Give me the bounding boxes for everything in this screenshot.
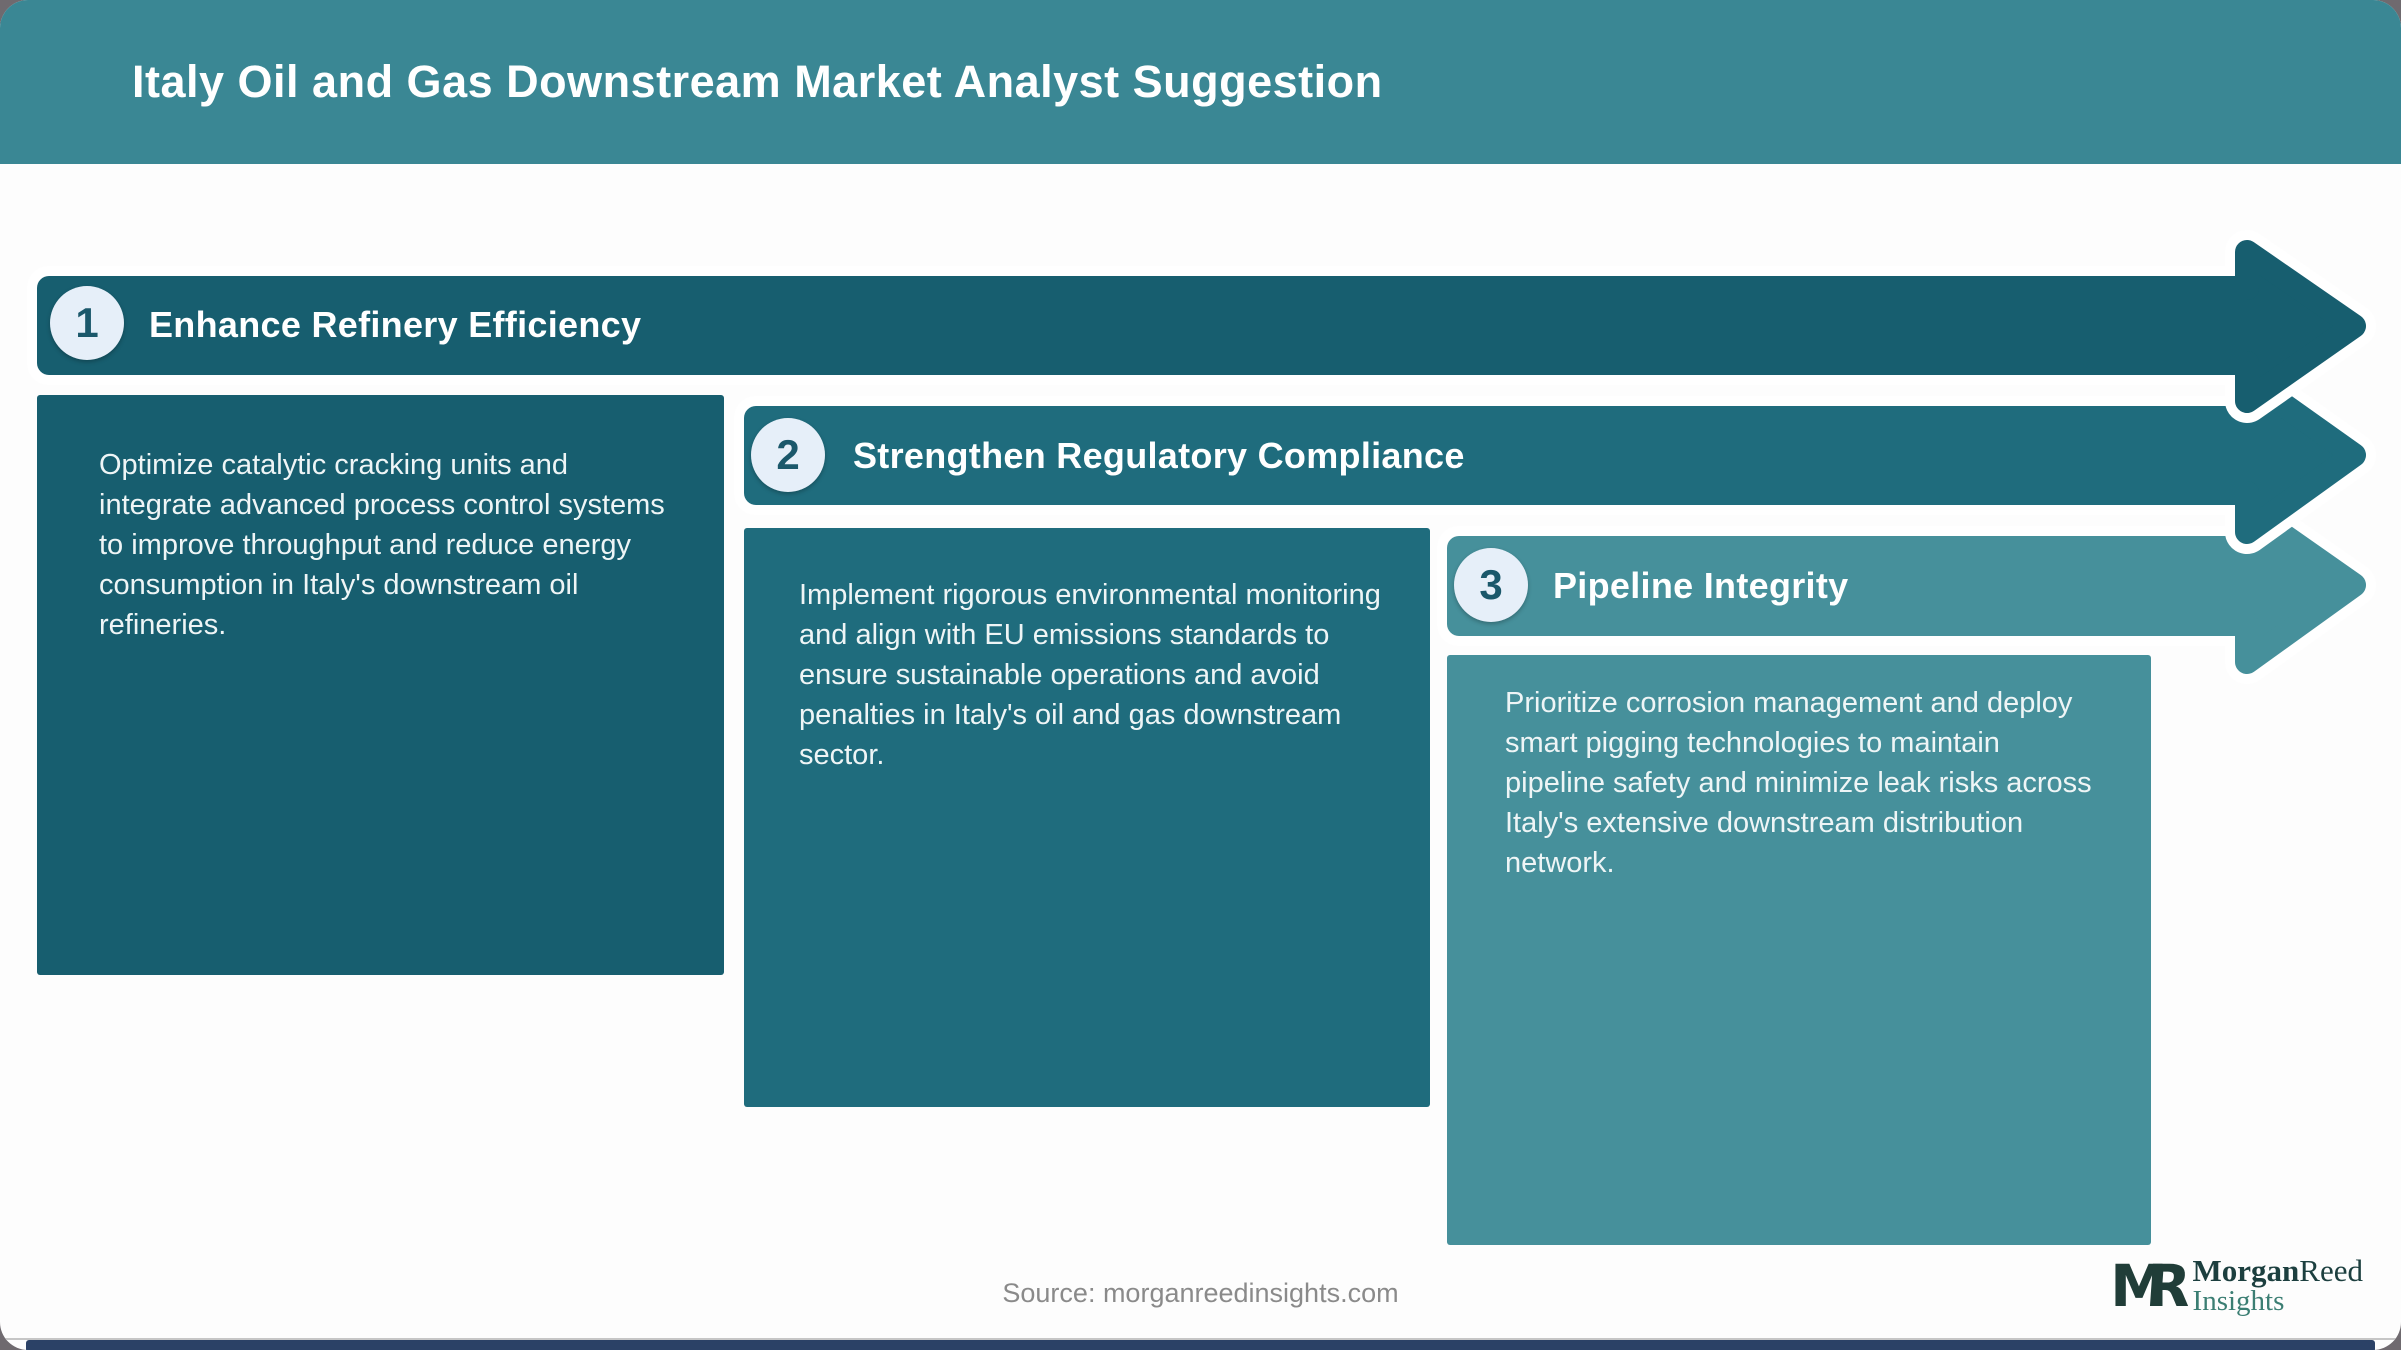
step-3-number-badge: 3 [1454,548,1528,622]
logo-monogram-m: M [2110,1252,2168,1320]
step-3-number: 3 [1479,561,1503,608]
brand-logo: M R MorganReed Insights [2110,1252,2363,1320]
step-1-description-box: Optimize catalytic cracking units and in… [37,395,724,975]
logo-mr-monogram-icon: M R [2110,1252,2187,1320]
logo-name-regular: Reed [2299,1253,2363,1288]
logo-name-bold: Morgan [2192,1253,2300,1288]
step-2-description: Implement rigorous environmental monitor… [799,579,1381,771]
bottom-hairline [0,1338,2401,1340]
logo-company-name: MorganReed [2192,1253,2363,1288]
bottom-accent-bar [26,1340,2375,1350]
step-3-title: Pipeline Integrity [1553,565,1849,606]
step-2-description-box: Implement rigorous environmental monitor… [744,528,1430,1107]
step-3-description-box: Prioritize corrosion management and depl… [1447,655,2151,1245]
step-3-description: Prioritize corrosion management and depl… [1505,687,2092,879]
step-2-number-badge: 2 [751,418,825,492]
step-1-description: Optimize catalytic cracking units and in… [99,449,665,641]
source-text: Source: morganreedinsights.com [1002,1278,1399,1308]
logo-text-block: MorganReed Insights [2192,1253,2363,1317]
logo-monogram-r: R [2143,1252,2187,1320]
step-2-number: 2 [776,431,800,478]
arrow-step-1 [27,230,2376,423]
arrow-shape [37,240,2366,413]
step-1-number-badge: 1 [50,286,124,360]
page-title: Italy Oil and Gas Downstream Market Anal… [132,56,1383,107]
step-1-title: Enhance Refinery Efficiency [149,304,642,345]
step-2-title: Strengthen Regulatory Compliance [853,435,1465,476]
logo-subtitle: Insights [2192,1285,2285,1317]
title-bar: Italy Oil and Gas Downstream Market Anal… [0,0,2401,164]
step-1-number: 1 [75,299,99,346]
